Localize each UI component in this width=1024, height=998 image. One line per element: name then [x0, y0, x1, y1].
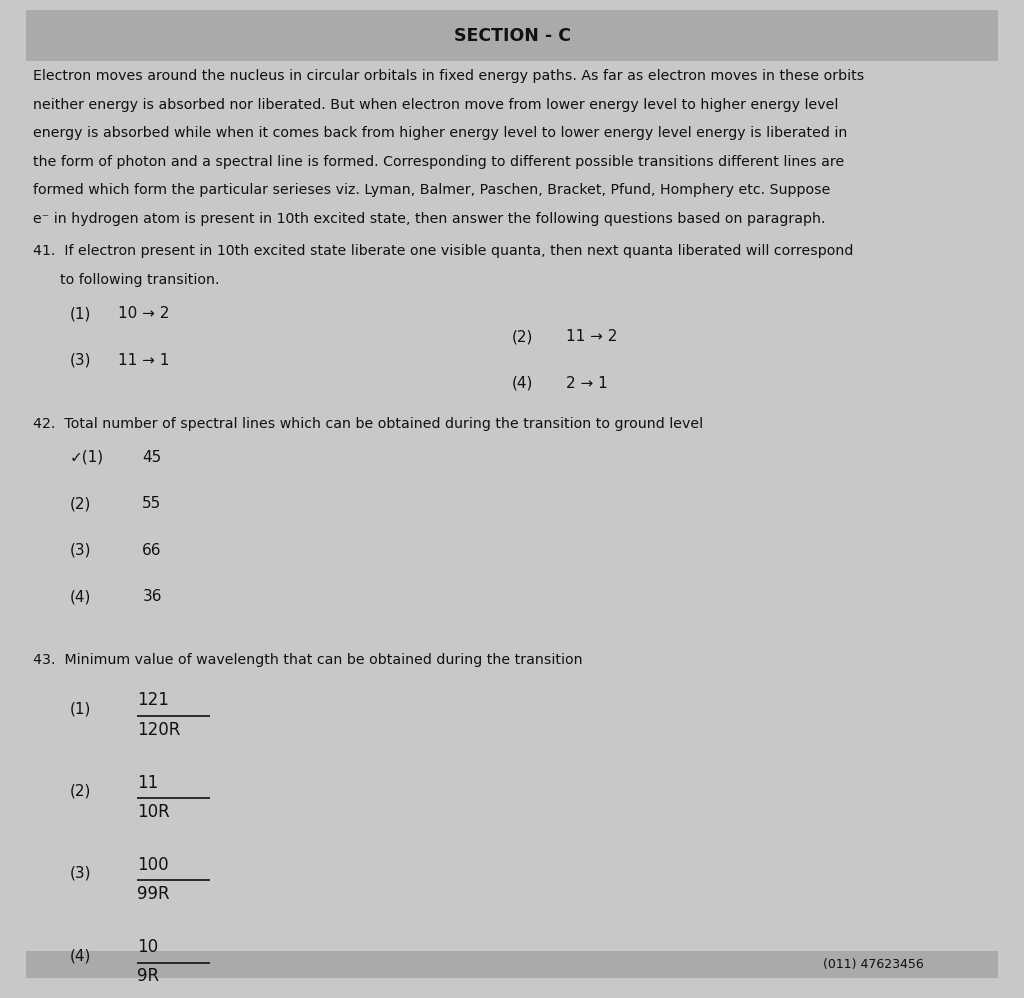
Text: (2): (2) [70, 783, 91, 798]
Text: (1): (1) [70, 306, 91, 321]
Text: 99R: 99R [137, 885, 170, 903]
Text: 100: 100 [137, 856, 169, 874]
Text: 43.  Minimum value of wavelength that can be obtained during the transition: 43. Minimum value of wavelength that can… [34, 654, 583, 668]
Text: 120R: 120R [137, 721, 181, 739]
Text: 121: 121 [137, 692, 169, 710]
Text: Electron moves around the nucleus in circular orbitals in fixed energy paths. As: Electron moves around the nucleus in cir… [34, 69, 864, 83]
Text: 36: 36 [142, 590, 162, 605]
Text: (3): (3) [70, 543, 91, 558]
Text: 42.  Total number of spectral lines which can be obtained during the transition : 42. Total number of spectral lines which… [34, 416, 703, 430]
Text: energy is absorbed while when it comes back from higher energy level to lower en: energy is absorbed while when it comes b… [34, 126, 848, 140]
Text: (2): (2) [512, 329, 534, 344]
Text: 11 → 1: 11 → 1 [118, 352, 169, 367]
Text: (1): (1) [70, 702, 91, 717]
Text: (3): (3) [70, 352, 91, 367]
Text: 11: 11 [137, 773, 159, 791]
Text: (2): (2) [70, 496, 91, 511]
Text: 9R: 9R [137, 967, 160, 985]
Text: formed which form the particular serieses viz. Lyman, Balmer, Paschen, Bracket, : formed which form the particular seriese… [34, 184, 830, 198]
Text: ✓(1): ✓(1) [70, 450, 103, 465]
Text: 10R: 10R [137, 802, 170, 820]
Bar [26, 10, 998, 61]
Text: 10 → 2: 10 → 2 [118, 306, 169, 321]
Text: (4): (4) [70, 948, 91, 963]
Text: 66: 66 [142, 543, 162, 558]
Text: (011) 47623456: (011) 47623456 [823, 958, 924, 971]
Text: e⁻ in hydrogen atom is present in 10th excited state, then answer the following : e⁻ in hydrogen atom is present in 10th e… [34, 212, 826, 226]
Text: the form of photon and a spectral line is formed. Corresponding to different pos: the form of photon and a spectral line i… [34, 155, 845, 169]
Text: to following transition.: to following transition. [34, 272, 220, 286]
Text: (3): (3) [70, 866, 91, 881]
Text: (4): (4) [70, 590, 91, 605]
Text: 45: 45 [142, 450, 162, 465]
Text: SECTION - C: SECTION - C [454, 27, 570, 45]
Text: 2 → 1: 2 → 1 [565, 376, 607, 391]
Text: (4): (4) [512, 376, 534, 391]
Bar [26, 951, 998, 978]
Text: 10: 10 [137, 938, 159, 956]
Text: 55: 55 [142, 496, 162, 511]
Text: neither energy is absorbed nor liberated. But when electron move from lower ener: neither energy is absorbed nor liberated… [34, 98, 839, 112]
Text: 41.  If electron present in 10th excited state liberate one visible quanta, then: 41. If electron present in 10th excited … [34, 245, 854, 258]
Text: 11 → 2: 11 → 2 [565, 329, 616, 344]
